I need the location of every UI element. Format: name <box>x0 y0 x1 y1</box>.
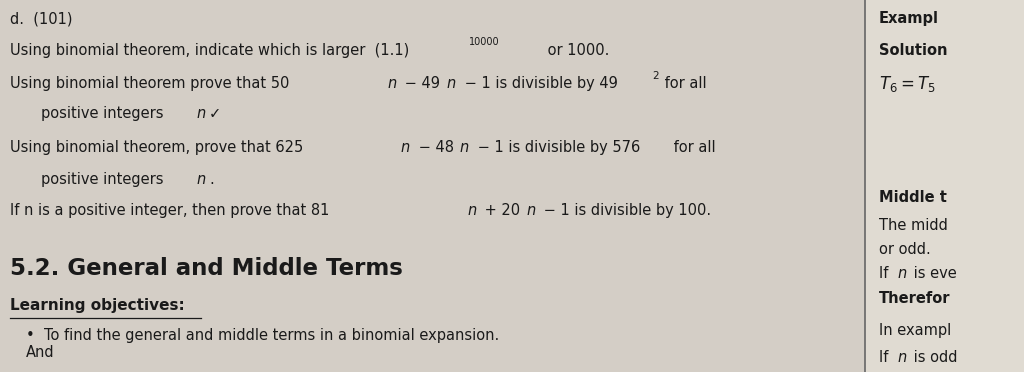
Text: Using binomial theorem, prove that 625: Using binomial theorem, prove that 625 <box>10 140 303 155</box>
Text: − 48: − 48 <box>414 140 454 155</box>
Text: n: n <box>400 140 410 155</box>
Text: − 1 is divisible by 49: − 1 is divisible by 49 <box>460 76 617 91</box>
Text: .: . <box>209 172 214 187</box>
Text: or 1000.: or 1000. <box>543 43 609 58</box>
Text: In exampl: In exampl <box>879 323 951 337</box>
Text: Middle t: Middle t <box>879 190 946 205</box>
Text: Learning objectives:: Learning objectives: <box>10 298 185 312</box>
Text: positive integers: positive integers <box>41 106 168 121</box>
Text: •  To find the general and middle terms in a binomial expansion.: • To find the general and middle terms i… <box>26 328 499 343</box>
Text: The midd: The midd <box>879 218 947 232</box>
Text: Solution: Solution <box>879 43 947 58</box>
Text: n: n <box>526 203 536 218</box>
Text: n: n <box>468 203 477 218</box>
Text: n: n <box>460 140 469 155</box>
Text: Using binomial theorem prove that 50: Using binomial theorem prove that 50 <box>10 76 290 91</box>
Text: 5.2. General and Middle Terms: 5.2. General and Middle Terms <box>10 257 403 280</box>
Text: − 1 is divisible by 100.: − 1 is divisible by 100. <box>539 203 711 218</box>
Text: If: If <box>879 350 893 365</box>
Text: n: n <box>197 106 206 121</box>
Text: Exampl: Exampl <box>879 11 939 26</box>
Text: Using binomial theorem, indicate which is larger  (1.1): Using binomial theorem, indicate which i… <box>10 43 410 58</box>
Text: $\mathit{T}_6 = \mathit{T}_5$: $\mathit{T}_6 = \mathit{T}_5$ <box>879 74 936 94</box>
Text: + 20: + 20 <box>480 203 520 218</box>
Text: n: n <box>897 350 906 365</box>
Text: for all: for all <box>669 140 716 155</box>
Text: And: And <box>26 345 54 360</box>
Text: for all: for all <box>660 76 708 91</box>
Text: If: If <box>879 266 893 281</box>
Text: positive integers: positive integers <box>41 172 168 187</box>
Text: 10000: 10000 <box>469 37 500 47</box>
Text: − 1 is divisible by 576: − 1 is divisible by 576 <box>473 140 640 155</box>
Text: n: n <box>446 76 456 91</box>
Text: ✓: ✓ <box>209 106 221 121</box>
Text: n: n <box>387 76 396 91</box>
Text: n: n <box>897 266 906 281</box>
FancyBboxPatch shape <box>865 0 1024 372</box>
Text: Therefor: Therefor <box>879 291 950 306</box>
Text: 2: 2 <box>652 71 658 81</box>
Text: − 49: − 49 <box>400 76 440 91</box>
Text: If n is a positive integer, then prove that 81: If n is a positive integer, then prove t… <box>10 203 330 218</box>
Text: or odd.: or odd. <box>879 242 931 257</box>
Text: is odd: is odd <box>909 350 957 365</box>
Text: d.  (101): d. (101) <box>10 11 73 26</box>
Text: is eve: is eve <box>909 266 957 281</box>
Text: n: n <box>197 172 206 187</box>
